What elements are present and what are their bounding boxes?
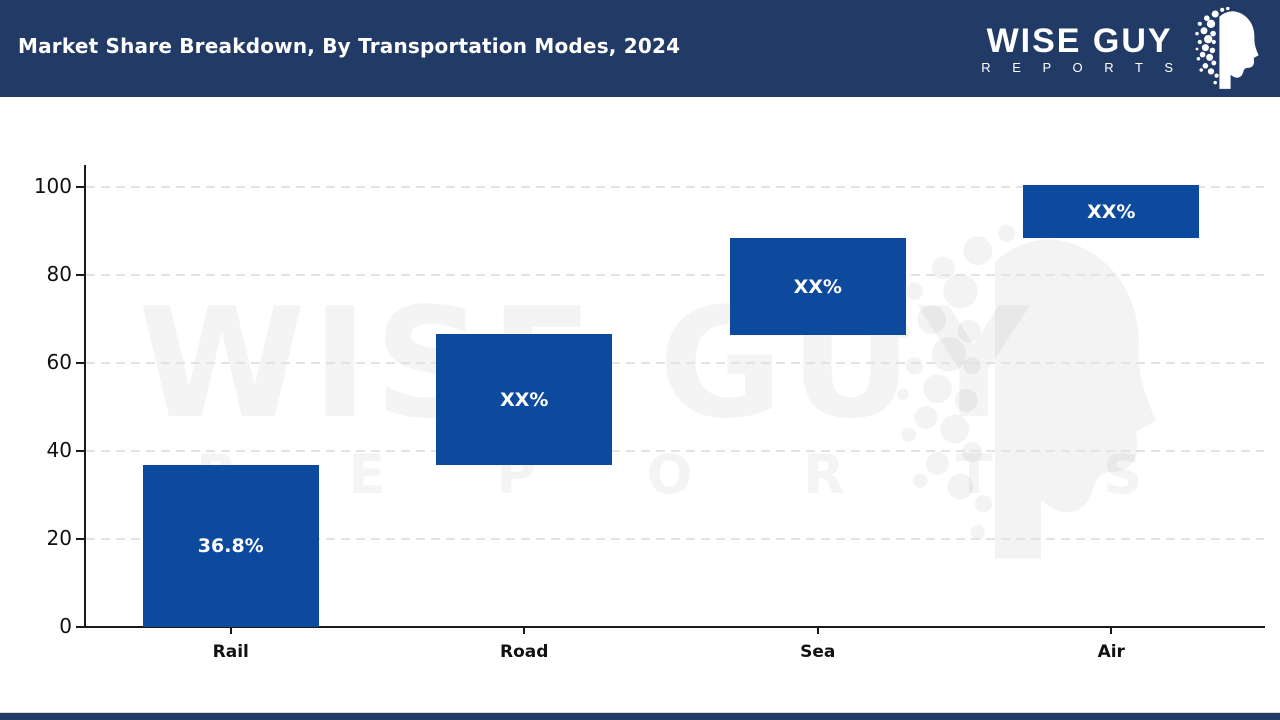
watermark-subtitle: R E P O R T S	[196, 448, 1188, 502]
gridline-y100	[86, 186, 1264, 188]
logo-text: WISE GUY R E P O R T S	[977, 23, 1182, 75]
head-silhouette-icon	[1195, 7, 1259, 89]
y-tick-80	[76, 274, 84, 276]
y-tick-60	[76, 362, 84, 364]
y-tick-label-20: 20	[46, 526, 72, 550]
x-tick-road	[523, 627, 526, 634]
y-axis-line	[84, 165, 86, 627]
header-band: Market Share Breakdown, By Transportatio…	[0, 0, 1280, 97]
bar-air: XX%	[1023, 185, 1200, 239]
bar-value-label: XX%	[1087, 200, 1136, 223]
wise-guy-logo: WISE GUY R E P O R T S	[977, 6, 1266, 92]
y-tick-label-80: 80	[46, 262, 72, 286]
x-tick-sea	[816, 627, 819, 634]
page-title: Market Share Breakdown, By Transportatio…	[18, 34, 681, 58]
x-tick-label-rail: Rail	[212, 642, 249, 662]
logo-wordmark: WISE GUY	[986, 22, 1173, 60]
y-tick-label-40: 40	[46, 438, 72, 462]
logo-subtitle: R E P O R T S	[981, 60, 1182, 75]
x-tick-air	[1110, 627, 1113, 634]
y-tick-label-100: 100	[33, 174, 72, 198]
bar-sea: XX%	[729, 238, 906, 335]
bar-value-label: XX%	[500, 388, 549, 411]
plot-area: 0 20 40 60 80 100 36.8% Rail XX% Road XX% Sea XX% Air	[0, 97, 1280, 713]
gridline-y20	[86, 538, 1264, 540]
bar-value-label: 36.8%	[197, 535, 264, 558]
y-tick-label-0: 0	[59, 614, 72, 638]
gridline-y60	[86, 362, 1264, 364]
x-tick-label-sea: Sea	[800, 642, 836, 662]
x-tick-label-road: Road	[500, 642, 549, 662]
bar-road: XX%	[436, 334, 613, 466]
x-axis-line	[84, 626, 1265, 628]
y-tick-20	[76, 538, 84, 540]
bar-rail: 36.8%	[142, 465, 319, 627]
gridline-y80	[86, 274, 1264, 276]
gridline-y40	[86, 450, 1264, 452]
bar-value-label: XX%	[793, 275, 842, 298]
x-tick-label-air: Air	[1097, 642, 1125, 662]
x-tick-rail	[229, 627, 232, 634]
y-tick-40	[76, 450, 84, 452]
y-tick-0	[76, 626, 84, 628]
y-tick-100	[76, 186, 84, 188]
footer-band	[0, 712, 1280, 720]
y-tick-label-60: 60	[46, 350, 72, 374]
